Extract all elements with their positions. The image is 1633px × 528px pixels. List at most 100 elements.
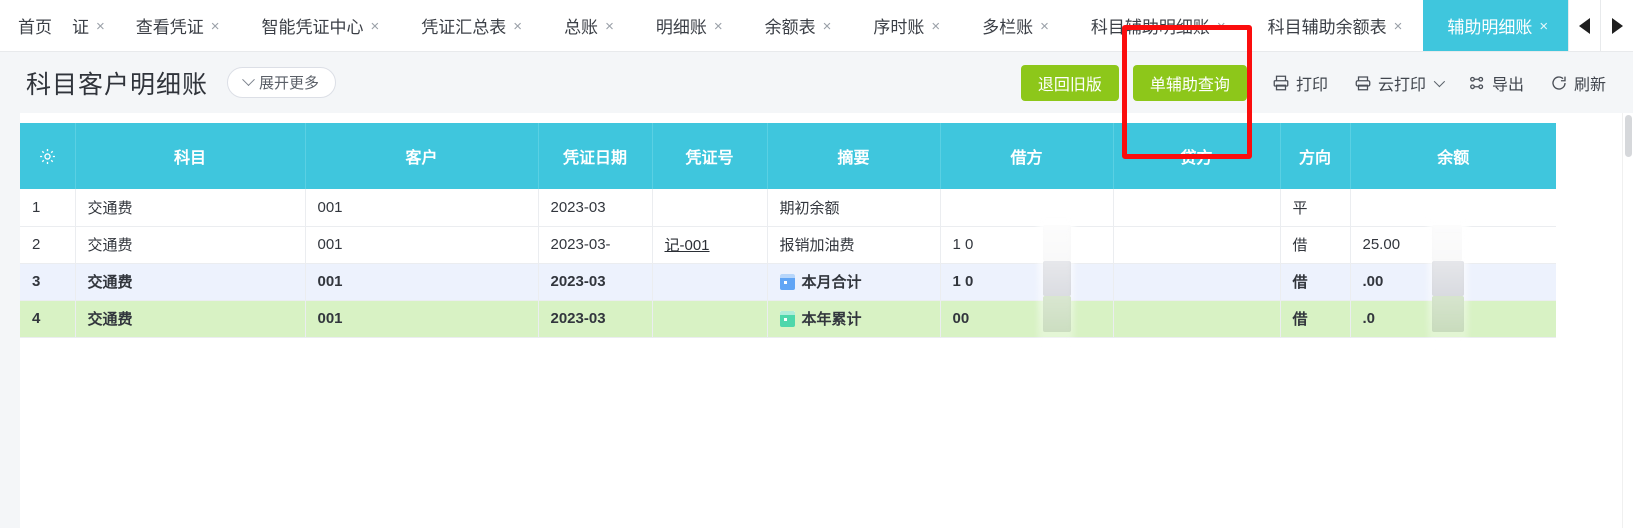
column-header-voucher-date[interactable]: 凭证日期	[538, 123, 653, 189]
close-icon[interactable]: ×	[931, 18, 941, 35]
tab-smart-voucher-center[interactable]: 智能凭证中心 ×	[241, 0, 401, 51]
close-icon[interactable]: ×	[605, 18, 614, 35]
cell-summary: 本年累计	[767, 300, 941, 338]
export-label: 导出	[1491, 76, 1524, 94]
cloud-printer-icon	[1354, 74, 1372, 92]
summary-content: 期初余额	[780, 197, 928, 218]
cell-direction: 借	[1280, 226, 1351, 264]
tab-voucher-summary[interactable]: 凭证汇总表 ×	[400, 0, 543, 51]
chevron-down-icon	[242, 73, 255, 87]
export-button[interactable]: 导出	[1455, 65, 1537, 101]
tab-subject-aux-detail[interactable]: 科目辅助明细账 ×	[1070, 0, 1247, 51]
tab-label: 证	[72, 18, 89, 37]
summary-content: 本月合计	[779, 271, 928, 292]
cloud-print-button[interactable]: 云打印	[1341, 65, 1455, 101]
table-settings-cell[interactable]	[20, 123, 76, 189]
cell-balance	[1350, 189, 1556, 227]
close-icon[interactable]: ×	[370, 18, 380, 35]
tab-label: 查看凭证	[135, 18, 204, 37]
cell-debit: 1 0	[940, 263, 1114, 301]
cell-balance: .00	[1350, 263, 1556, 301]
tab-balance-sheet[interactable]: 余额表 ×	[744, 0, 853, 51]
cell-direction: 平	[1280, 189, 1351, 227]
tab-multi-column-ledger[interactable]: 多栏账 ×	[961, 0, 1070, 51]
voucher-no-link[interactable]: 记-001	[664, 237, 710, 254]
column-header-subject[interactable]: 科目	[75, 123, 306, 189]
table-header-row: 科目 客户 凭证日期 凭证号 摘要 借方 贷方 方向 余额	[20, 123, 1556, 189]
tab-general-ledger[interactable]: 总账 ×	[543, 0, 635, 51]
tab-label: 首页	[18, 18, 52, 37]
refresh-button[interactable]: 刷新	[1537, 65, 1619, 101]
header-actions: 退回旧版 单辅助查询 打印 云打印	[1020, 64, 1619, 101]
close-icon[interactable]: ×	[513, 18, 523, 35]
tab-label: 多栏账	[982, 18, 1034, 37]
column-header-direction[interactable]: 方向	[1280, 123, 1351, 189]
cell-customer: 001	[305, 300, 539, 338]
table-row[interactable]: 1 交通费 001 2023-03 期初余额 平	[20, 189, 1556, 227]
cell-direction: 借	[1280, 263, 1351, 301]
close-icon[interactable]: ×	[1040, 18, 1049, 35]
tab-scroll-right-button[interactable]	[1601, 0, 1633, 51]
close-icon[interactable]: ×	[1539, 18, 1549, 35]
table-row[interactable]: 2 交通费 001 2023-03- 记-001 报销加油费 1 0 借 25.00	[20, 226, 1556, 264]
cell-balance: .0	[1350, 300, 1556, 338]
close-icon[interactable]: ×	[1393, 18, 1403, 35]
tab-subject-aux-balance[interactable]: 科目辅助余额表 ×	[1247, 0, 1424, 51]
left-gutter	[0, 113, 20, 528]
cell-credit	[1113, 189, 1281, 227]
summary-label: 报销加油费	[779, 237, 855, 254]
tab-home[interactable]: 首页	[0, 0, 62, 51]
chevron-right-icon	[1611, 17, 1623, 34]
close-icon[interactable]: ×	[96, 18, 105, 35]
column-header-voucher-no[interactable]: 凭证号	[652, 123, 768, 189]
tab-label: 余额表	[764, 18, 816, 37]
tab-detail-ledger[interactable]: 明细账 ×	[635, 0, 744, 51]
vertical-scrollbar[interactable]	[1622, 113, 1633, 528]
tab-strip[interactable]: 首页证 × 查看凭证 × 智能凭证中心 × 凭证汇总表 × 总账 × 明细账 × 余额表 × 序时账 × 多栏账…	[0, 0, 1568, 51]
single-aux-query-button[interactable]: 单辅助查询	[1132, 64, 1247, 101]
tab-label: 明细账	[655, 18, 707, 37]
expand-more-label: 展开更多	[259, 75, 320, 92]
cell-credit	[1113, 226, 1281, 264]
cell-debit	[940, 189, 1114, 227]
close-icon[interactable]: ×	[822, 18, 832, 35]
table-row[interactable]: 4 交通费 001 2023-03 本年累计 00 借 .0	[20, 300, 1556, 338]
column-header-credit[interactable]: 贷方	[1113, 123, 1281, 189]
table-body: 1 交通费 001 2023-03 期初余额平 2 交通费 001 2023-03- 记-001 报…	[20, 189, 1556, 338]
table-row[interactable]: 3 交通费 001 2023-03 本月合计 1 0 借 .00	[20, 263, 1556, 301]
calendar-month-icon	[779, 273, 795, 290]
cell-voucher-date: 2023-03	[538, 300, 653, 338]
cell-voucher-no[interactable]: 记-001	[652, 226, 768, 264]
row-index-cell: 2	[20, 226, 76, 264]
gear-icon[interactable]	[20, 147, 75, 166]
cell-voucher-no	[652, 189, 768, 227]
tab-label: 凭证汇总表	[421, 18, 507, 37]
close-icon[interactable]: ×	[210, 18, 220, 35]
cell-debit: 00	[940, 300, 1114, 338]
return-old-version-button[interactable]: 退回旧版	[1020, 64, 1119, 101]
column-header-summary[interactable]: 摘要	[767, 123, 941, 189]
tab-aux-detail-ledger[interactable]: 辅助明细账 ×	[1423, 0, 1568, 51]
ledger-table: 科目 客户 凭证日期 凭证号 摘要 借方 贷方 方向 余额 1 交通费 001 202…	[20, 123, 1556, 338]
column-header-balance[interactable]: 余额	[1350, 123, 1556, 189]
tab-scroll-left-button[interactable]	[1569, 0, 1601, 51]
export-icon	[1468, 74, 1486, 92]
scrollbar-thumb[interactable]	[1625, 115, 1632, 157]
close-icon[interactable]: ×	[713, 18, 723, 35]
chevron-down-icon	[1433, 75, 1446, 87]
tab-view-voucher[interactable]: 查看凭证 ×	[115, 0, 241, 51]
tab-zheng[interactable]: 证 ×	[62, 0, 115, 51]
tab-label: 辅助明细账	[1447, 18, 1533, 37]
summary-content: 本年累计	[779, 308, 928, 329]
summary-label: 期初余额	[779, 199, 840, 217]
cell-summary: 本月合计	[767, 263, 941, 301]
cell-summary: 期初余额	[767, 189, 941, 227]
print-button[interactable]: 打印	[1259, 65, 1341, 101]
column-header-customer[interactable]: 客户	[305, 123, 539, 189]
close-icon[interactable]: ×	[1216, 18, 1226, 35]
tab-journal[interactable]: 序时账 ×	[852, 0, 961, 51]
tab-label: 智能凭证中心	[261, 18, 364, 37]
column-header-debit[interactable]: 借方	[940, 123, 1114, 189]
expand-more-button[interactable]: 展开更多	[227, 67, 337, 98]
table-container: 科目 客户 凭证日期 凭证号 摘要 借方 贷方 方向 余额 1 交通费 001 202…	[0, 113, 1633, 528]
